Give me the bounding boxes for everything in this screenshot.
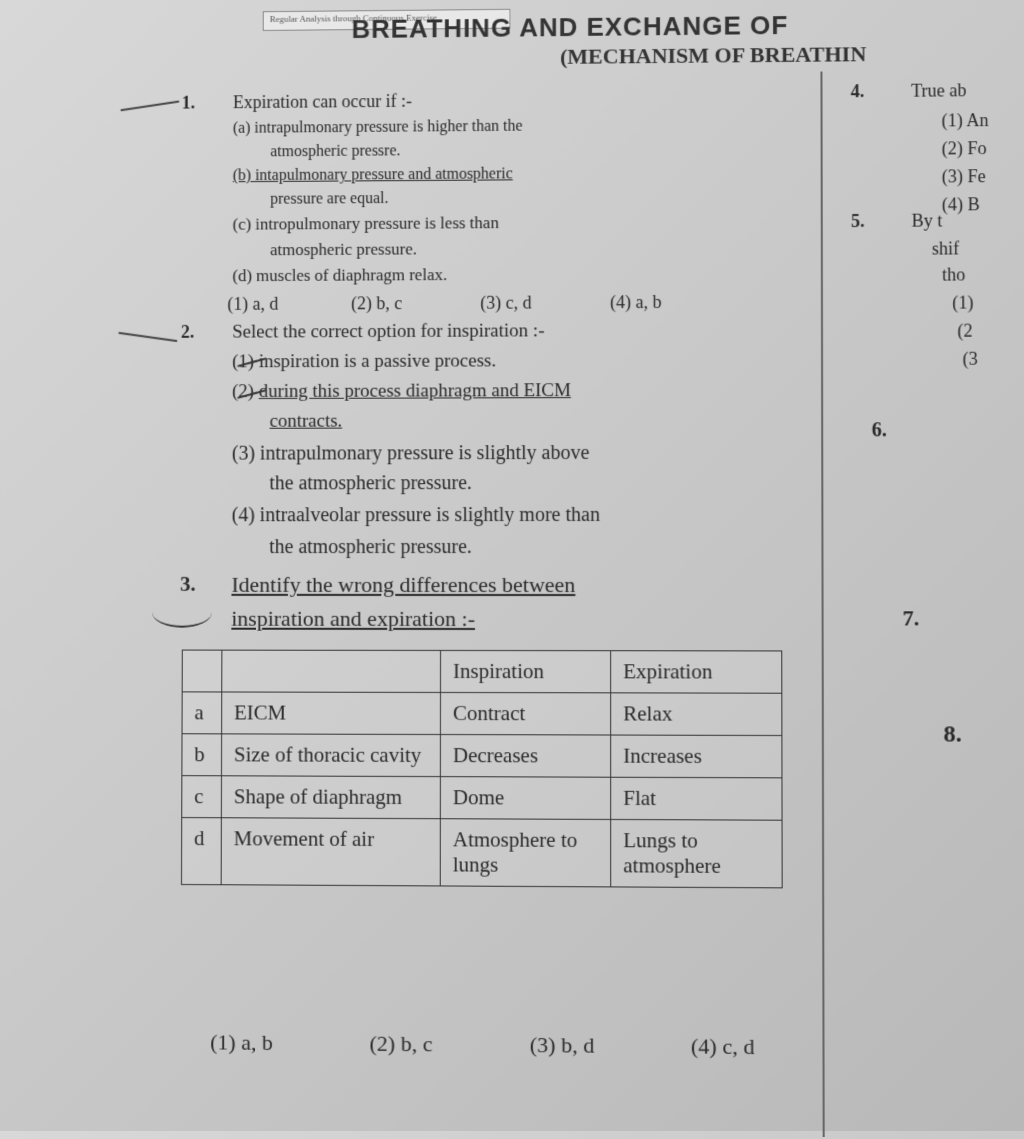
table-row-a: a EICM Contract Relax (182, 692, 782, 736)
q2-opt-2b: contracts. (270, 411, 343, 433)
q1-opt-c: (c) intropulmonary pressure is less than (233, 213, 499, 234)
r3c3: Dome (440, 777, 610, 820)
q5-t1: By t (912, 210, 943, 231)
th-expiration: Expiration (611, 651, 782, 694)
table-row-b: b Size of thoracic cavity Decreases Incr… (182, 734, 782, 778)
q3-curve-mark (152, 598, 211, 628)
q4-opt3: (3) Fe (942, 166, 986, 187)
q1-mark-line (119, 93, 179, 111)
q2-opt-2a: (2) during this process diaphragm and EI… (232, 380, 571, 403)
th-inspiration: Inspiration (440, 650, 610, 692)
q5-opt1: (1) (952, 293, 973, 314)
q2-opt-3b: the atmospheric pressure. (269, 472, 472, 495)
main-title: BREATHING AND EXCHANGE OF (352, 10, 789, 45)
r3c1: c (182, 776, 222, 818)
q3-choice-2: (2) b, c (370, 1031, 433, 1058)
q2-opt-4a: (4) intraalveolar pressure is slightly m… (232, 504, 600, 527)
q3-number: 3. (180, 572, 196, 597)
r4c1: d (181, 818, 221, 885)
q2-opt-3a: (3) intrapulmonary pressure is slightly … (232, 442, 590, 466)
q2-opt-2a-text: during this process diaphragm and EICM (259, 380, 571, 402)
q2-mark-line (119, 324, 179, 342)
r2c1: b (182, 734, 222, 776)
table-row-d: d Movement of air Atmosphere to lungs Lu… (181, 818, 782, 888)
q5-t2: shif (932, 238, 959, 259)
q7-number: 7. (903, 605, 920, 631)
q1-opt-a: (a) intrapulmonary pressure is higher th… (233, 118, 523, 138)
q5-t3: tho (942, 264, 965, 285)
q4-number: 4. (851, 81, 865, 102)
q5-opt3: (3 (963, 349, 978, 370)
q1-opt-b2: pressure are equal. (270, 190, 388, 209)
th-blank1 (182, 650, 222, 692)
q4-opt4: (4) B (942, 194, 980, 215)
q2-number: 2. (181, 322, 194, 343)
q2-text: Select the correct option for inspiratio… (232, 320, 544, 343)
subtitle: (MECHANISM OF BREATHIN (560, 41, 866, 70)
r4c2: Movement of air (221, 818, 440, 886)
q3-choice-1: (1) a, b (210, 1029, 273, 1056)
q1-choice-3: (3) c, d (480, 293, 531, 314)
th-blank2 (222, 650, 441, 692)
r2c3: Decreases (440, 735, 610, 778)
r4c3: Atmosphere to lungs (440, 819, 610, 887)
q2-opt-1: (1) inspiration is a passive process. (232, 350, 496, 373)
q3-text1: Identify the wrong differences between (231, 572, 575, 598)
q1-choice-2: (2) b, c (351, 293, 402, 314)
q5-number: 5. (851, 211, 865, 232)
r1c4: Relax (611, 693, 782, 736)
table-row-c: c Shape of diaphragm Dome Flat (182, 776, 782, 821)
r1c2: EICM (222, 692, 441, 735)
q4-opt1: (1) An (942, 110, 989, 131)
q1-text: Expiration can occur if :- (233, 91, 412, 113)
r4c4: Lungs to atmosphere (611, 819, 782, 887)
column-divider (820, 72, 824, 1137)
r1c3: Contract (440, 692, 610, 735)
r2c2: Size of thoracic cavity (221, 734, 440, 777)
q1-opt-a2: atmospheric pressre. (270, 142, 400, 161)
r2c4: Increases (611, 735, 782, 778)
q1-choice-1: (1) a, d (227, 294, 278, 315)
q1-choice-4: (4) a, b (610, 292, 662, 313)
q3-table: Inspiration Expiration a EICM Contract R… (181, 650, 783, 889)
q3-choice-4: (4) c, d (691, 1033, 755, 1060)
q5-opt2: (2 (957, 321, 972, 342)
q3-text2: inspiration and expiration :- (231, 606, 475, 632)
table-header-row: Inspiration Expiration (182, 650, 782, 693)
q3-choice-3: (3) b, d (530, 1032, 595, 1059)
q1-opt-c2: atmospheric pressure. (270, 240, 417, 261)
q1-number: 1. (182, 93, 195, 114)
r3c2: Shape of diaphragm (221, 776, 440, 819)
page: Regular Analysis through Continuous Exer… (2, 0, 1024, 1139)
q2-opt-4b: the atmospheric pressure. (269, 536, 472, 559)
r3c4: Flat (611, 777, 782, 820)
r1c1: a (182, 692, 222, 734)
q4-opt2: (2) Fo (942, 138, 987, 159)
q1-opt-d: (d) muscles of diaphragm relax. (232, 265, 447, 286)
q1-opt-b: (b) intapulmonary pressure and atmospher… (233, 165, 513, 185)
q6-number: 6. (872, 419, 887, 442)
q4-text: True ab (911, 80, 966, 101)
q8-number: 8. (943, 721, 961, 748)
